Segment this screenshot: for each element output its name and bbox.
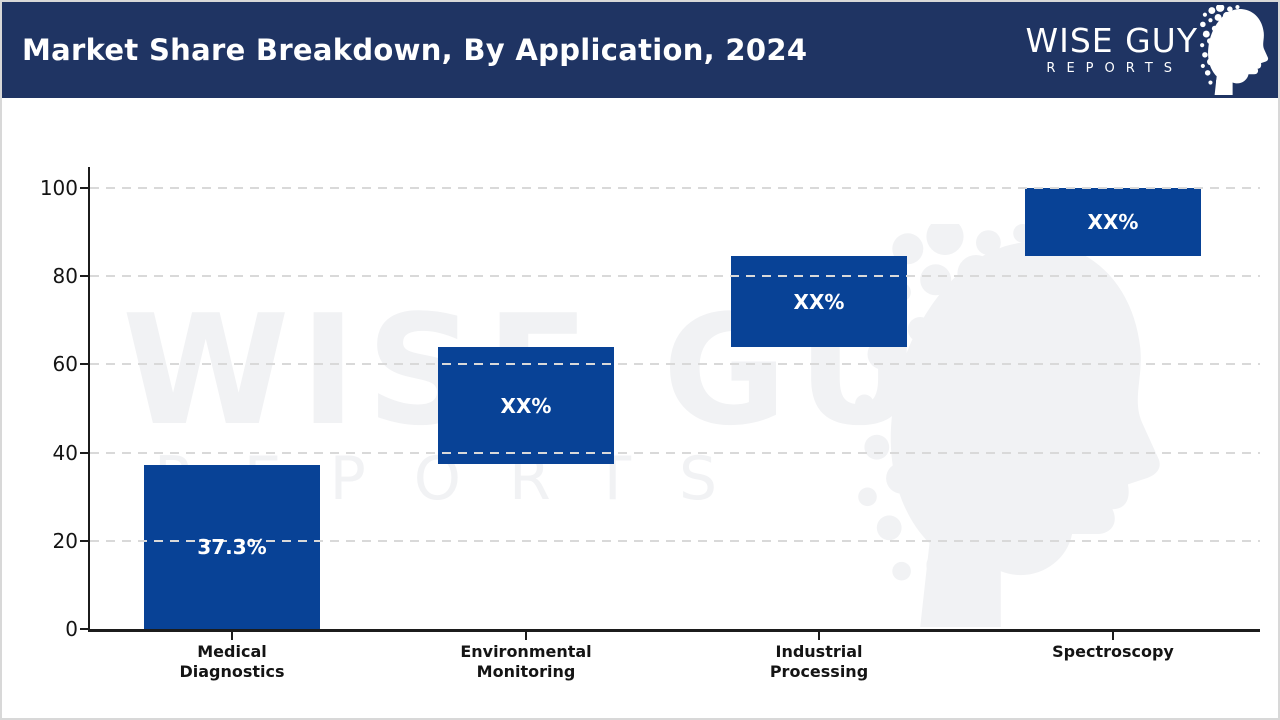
category-label-line: Spectroscopy <box>1052 642 1174 661</box>
y-tick-100 <box>80 187 88 189</box>
logo-subtitle: REPORTS <box>1046 60 1184 76</box>
y-tick-40 <box>80 451 88 454</box>
category-label-line: Diagnostics <box>179 662 285 681</box>
y-axis-line <box>88 167 90 632</box>
category-label-medical-diagnostics: Medical Diagnostics <box>92 642 372 682</box>
category-label-industrial-processing: Industrial Processing <box>679 642 959 682</box>
y-tick-80 <box>80 275 88 278</box>
bar-spectroscopy <box>1025 188 1201 257</box>
logo-face-icon <box>1200 5 1269 95</box>
y-tick-label-40: 40 <box>52 440 78 465</box>
x-tick-environmental-monitoring <box>525 631 527 640</box>
category-label-line: Processing <box>769 662 869 681</box>
gridline-40 <box>90 451 1260 454</box>
y-tick-0 <box>80 628 88 630</box>
wise-guy-reports-logo: WISE GUY REPORTS <box>1025 5 1270 95</box>
gridline-80 <box>90 275 1260 278</box>
gridline-20 <box>90 539 1260 542</box>
y-tick-60 <box>80 363 88 366</box>
category-label-environmental-monitoring: Environmental Monitoring <box>386 642 666 682</box>
category-label-spectroscopy: Spectroscopy <box>973 642 1253 662</box>
y-tick-label-20: 20 <box>52 528 78 553</box>
bar-label-environmental-monitoring: XX% <box>500 393 552 418</box>
bar-label-medical-diagnostics: 37.3% <box>197 534 267 559</box>
bar-label-spectroscopy: XX% <box>1087 210 1139 235</box>
x-axis-line <box>88 629 1260 632</box>
bar-label-industrial-processing: XX% <box>793 289 845 314</box>
y-tick-label-0: 0 <box>65 617 78 641</box>
bar-environmental-monitoring <box>438 346 614 465</box>
watermark-face-icon <box>855 224 1160 627</box>
gridline-60 <box>90 363 1260 366</box>
x-tick-medical-diagnostics <box>231 631 233 640</box>
category-label-line: Medical <box>197 642 267 661</box>
y-tick-label-60: 60 <box>52 352 78 377</box>
bar-industrial-processing <box>731 256 907 347</box>
y-tick-label-80: 80 <box>52 264 78 289</box>
category-label-line: Industrial <box>775 642 863 661</box>
gridline-100 <box>90 187 1260 189</box>
y-tick-20 <box>80 539 88 542</box>
bar-medical-diagnostics <box>144 464 320 629</box>
page-title: Market Share Breakdown, By Application, … <box>22 33 808 67</box>
x-tick-spectroscopy <box>1112 631 1114 640</box>
category-label-line: Environmental <box>460 642 592 661</box>
category-label-line: Monitoring <box>476 662 576 681</box>
logo-text: WISE GUY REPORTS <box>1025 24 1198 76</box>
x-tick-industrial-processing <box>818 631 820 640</box>
header: Market Share Breakdown, By Application, … <box>2 2 1278 98</box>
logo-wordmark: WISE GUY <box>1025 21 1198 61</box>
y-tick-label-100: 100 <box>39 176 78 200</box>
